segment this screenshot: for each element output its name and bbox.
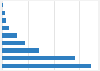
Bar	[2, 26, 9, 30]
Bar	[2, 33, 17, 38]
Bar	[2, 48, 39, 53]
Bar	[2, 3, 3, 7]
Bar	[2, 18, 6, 23]
Bar	[2, 64, 91, 68]
Bar	[2, 41, 25, 45]
Bar	[2, 56, 75, 60]
Bar	[2, 11, 4, 15]
